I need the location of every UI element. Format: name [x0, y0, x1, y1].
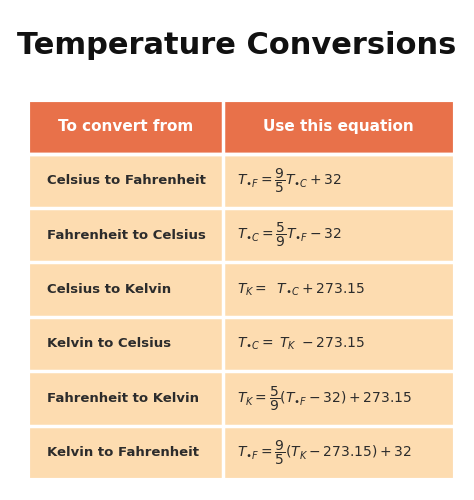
Text: Temperature Conversions: Temperature Conversions	[18, 30, 456, 60]
Text: $T_{\bullet C} = \; T_{K} \; - 273.15$: $T_{\bullet C} = \; T_{K} \; - 273.15$	[237, 336, 365, 352]
Text: Kelvin to Fahrenheit: Kelvin to Fahrenheit	[47, 446, 200, 460]
Text: $T_{\bullet F} = \dfrac{9}{5} T_{\bullet C} + 32$: $T_{\bullet F} = \dfrac{9}{5} T_{\bullet…	[237, 166, 342, 195]
FancyBboxPatch shape	[28, 154, 455, 208]
Text: $T_{K} = \;\; T_{\bullet C} + 273.15$: $T_{K} = \;\; T_{\bullet C} + 273.15$	[237, 282, 365, 298]
Text: $T_{\bullet F} = \dfrac{9}{5} ( T_{K} - 273.15) + 32$: $T_{\bullet F} = \dfrac{9}{5} ( T_{K} - …	[237, 438, 412, 467]
Text: Kelvin to Celsius: Kelvin to Celsius	[47, 338, 172, 350]
Text: To convert from: To convert from	[58, 120, 193, 134]
Text: $T_{\bullet C} = \dfrac{5}{9} T_{\bullet F} - 32$: $T_{\bullet C} = \dfrac{5}{9} T_{\bullet…	[237, 221, 342, 250]
FancyBboxPatch shape	[28, 426, 455, 480]
FancyBboxPatch shape	[28, 317, 455, 371]
FancyBboxPatch shape	[28, 262, 455, 317]
Text: Fahrenheit to Celsius: Fahrenheit to Celsius	[47, 228, 206, 241]
Text: Celsius to Fahrenheit: Celsius to Fahrenheit	[47, 174, 206, 187]
Text: Use this equation: Use this equation	[264, 120, 414, 134]
Text: $T_{K} = \dfrac{5}{9} ( T_{\bullet F} - 32) +273.15$: $T_{K} = \dfrac{5}{9} ( T_{\bullet F} - …	[237, 384, 412, 412]
FancyBboxPatch shape	[28, 100, 455, 154]
Text: Celsius to Kelvin: Celsius to Kelvin	[47, 283, 172, 296]
Text: Fahrenheit to Kelvin: Fahrenheit to Kelvin	[47, 392, 200, 405]
FancyBboxPatch shape	[28, 208, 455, 262]
FancyBboxPatch shape	[28, 371, 455, 426]
